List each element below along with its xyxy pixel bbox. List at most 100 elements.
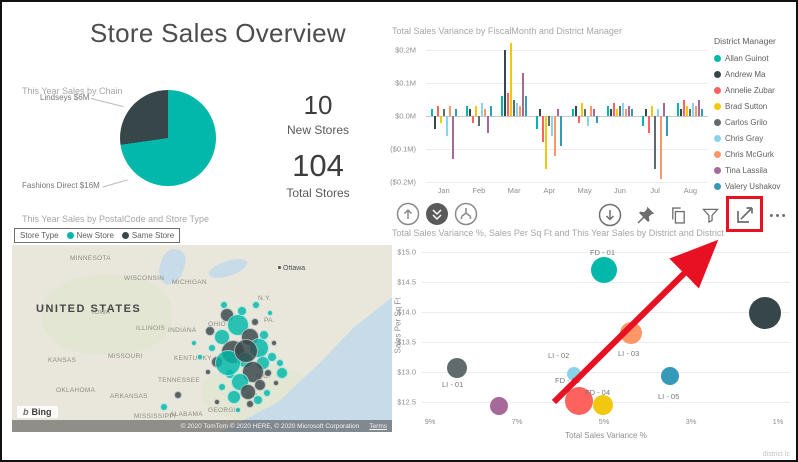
bar-annelie-zubar-apr[interactable]: [542, 116, 545, 143]
kpi-new-stores[interactable]: 10 New Stores: [268, 90, 368, 137]
bar-carlos-grilo-feb[interactable]: [477, 116, 480, 126]
bar-chris-gray-feb[interactable]: [480, 102, 483, 116]
kpi-total-stores[interactable]: 104 Total Stores: [268, 148, 368, 200]
bar-allan-guinot-jul[interactable]: [642, 116, 644, 126]
scatter-bubble-li-01[interactable]: [447, 358, 467, 378]
pie-chart[interactable]: [120, 90, 216, 186]
bar-tina-lassila-aug[interactable]: [698, 99, 701, 116]
scatter-bubble-fd-04[interactable]: [593, 395, 613, 415]
bar-tina-lassila-mar[interactable]: [522, 73, 524, 116]
drill-down-icon[interactable]: [425, 202, 449, 226]
bing-logo[interactable]: b Bing: [17, 406, 58, 418]
map-bubble-new-store[interactable]: [267, 310, 273, 316]
bar-chart-plot[interactable]: [426, 43, 708, 183]
scatter-plot[interactable]: FD - 01 LI - 03 LI - 02 LI - 01 FD - 03 FD - …: [422, 246, 790, 418]
map-bubble-same-store[interactable]: [240, 384, 256, 400]
map-bubble-new-store[interactable]: [259, 330, 269, 340]
bar-allan-guinot-may[interactable]: [571, 109, 574, 116]
bar-chris-gray-jul[interactable]: [657, 109, 659, 116]
bar-valery-ushakov-apr[interactable]: [560, 116, 563, 146]
focus-mode-icon[interactable]: [733, 203, 757, 227]
map-bubble-new-store[interactable]: [252, 301, 260, 309]
bar-allan-guinot-jun[interactable]: [606, 106, 609, 116]
bar-chris-mcgurk-jan[interactable]: [448, 106, 451, 116]
bar-carlos-grilo-jan[interactable]: [442, 109, 445, 116]
map-bubble-new-store[interactable]: [253, 395, 263, 405]
map-bubble-same-store[interactable]: [205, 326, 215, 336]
scatter-bubble-li-04[interactable]: [490, 397, 508, 415]
bar-annelie-zubar-feb[interactable]: [471, 116, 474, 123]
map-bubble-new-store[interactable]: [160, 403, 168, 411]
scatter-bubble-li-03[interactable]: [620, 322, 642, 344]
bar-allan-guinot-aug[interactable]: [677, 102, 680, 116]
map-bubble-new-store[interactable]: [263, 389, 271, 397]
map-bubble-same-store[interactable]: [246, 400, 254, 408]
map-bubble-new-store[interactable]: [220, 301, 228, 309]
bar-tina-lassila-jul[interactable]: [663, 102, 665, 116]
bar-valery-ushakov-may[interactable]: [595, 116, 598, 123]
bar-chris-mcgurk-apr[interactable]: [554, 116, 557, 156]
bar-carlos-grilo-jul[interactable]: [654, 116, 656, 169]
map-bubble-same-store[interactable]: [205, 369, 211, 375]
map-bubble-new-store[interactable]: [235, 407, 241, 413]
bar-chris-gray-jun[interactable]: [621, 102, 624, 116]
bar-annelie-zubar-mar[interactable]: [507, 92, 509, 116]
bar-valery-ushakov-mar[interactable]: [525, 96, 527, 116]
map-bubble-new-store[interactable]: [191, 340, 197, 346]
bar-chris-mcgurk-jun[interactable]: [624, 109, 627, 116]
show-next-level-icon[interactable]: [598, 203, 622, 227]
map-bubble-same-store[interactable]: [234, 339, 258, 363]
legend-item-allan-guinot[interactable]: Allan Guinot: [714, 50, 796, 66]
map-bubble-same-store[interactable]: [214, 399, 220, 405]
bar-annelie-zubar-jul[interactable]: [648, 116, 650, 133]
bar-allan-guinot-mar[interactable]: [501, 96, 503, 116]
bar-annelie-zubar-may[interactable]: [577, 116, 580, 123]
bar-valery-ushakov-jun[interactable]: [630, 109, 633, 116]
map-bubble-new-store[interactable]: [237, 306, 247, 316]
legend-item-valery-ushakov[interactable]: Valery Ushakov: [714, 178, 796, 194]
scatter-bubble-fd-02[interactable]: [749, 297, 781, 329]
map-bubble-new-store[interactable]: [208, 344, 216, 352]
scatter-bubble-li-05[interactable]: [661, 367, 679, 385]
terms-link[interactable]: Terms: [369, 422, 387, 430]
bar-allan-guinot-jan[interactable]: [430, 109, 433, 116]
map-bubble-new-store[interactable]: [227, 390, 241, 404]
bar-chris-gray-jan[interactable]: [445, 116, 448, 136]
bar-andrew-ma-mar[interactable]: [504, 50, 506, 116]
map-bubble-same-store[interactable]: [254, 379, 266, 391]
bar-chris-gray-mar[interactable]: [516, 102, 518, 116]
filter-icon[interactable]: [700, 205, 721, 226]
bar-brad-sutton-aug[interactable]: [686, 106, 689, 116]
bar-carlos-grilo-may[interactable]: [583, 109, 586, 116]
bar-allan-guinot-feb[interactable]: [465, 106, 468, 116]
legend-item-chris-gray[interactable]: Chris Gray: [714, 130, 796, 146]
map-bubble-new-store[interactable]: [197, 354, 203, 360]
bar-andrew-ma-apr[interactable]: [539, 109, 542, 116]
bar-tina-lassila-may[interactable]: [592, 109, 595, 116]
bar-chris-gray-apr[interactable]: [551, 116, 554, 136]
legend-item-tina-lassila[interactable]: Tina Lassila: [714, 162, 796, 178]
map-legend-item-same-store[interactable]: Same Store: [121, 231, 174, 240]
map-bubble-new-store[interactable]: [276, 367, 288, 379]
map-legend-item-new-store[interactable]: New Store: [66, 231, 114, 240]
bar-brad-sutton-jun[interactable]: [615, 109, 618, 116]
bar-chris-mcgurk-may[interactable]: [589, 106, 592, 116]
bar-annelie-zubar-jan[interactable]: [436, 106, 439, 116]
bar-annelie-zubar-aug[interactable]: [683, 99, 686, 116]
pin-icon[interactable]: [635, 205, 656, 226]
bar-andrew-ma-aug[interactable]: [680, 109, 683, 116]
map-bubble-same-store[interactable]: [251, 318, 259, 326]
map-bubble-new-store[interactable]: [267, 352, 277, 362]
bar-chris-gray-may[interactable]: [586, 116, 589, 126]
bar-valery-ushakov-aug[interactable]: [701, 109, 704, 116]
bar-carlos-grilo-mar[interactable]: [513, 99, 515, 116]
more-options-icon[interactable]: [767, 205, 788, 226]
bar-andrew-ma-jun[interactable]: [609, 109, 612, 116]
bar-chris-mcgurk-mar[interactable]: [519, 106, 521, 116]
bar-tina-lassila-feb[interactable]: [486, 116, 489, 133]
legend-item-andrew-ma[interactable]: Andrew Ma: [714, 66, 796, 82]
bar-valery-ushakov-feb[interactable]: [489, 106, 492, 116]
bar-chris-gray-aug[interactable]: [692, 102, 695, 116]
copy-icon[interactable]: [668, 205, 689, 226]
legend-item-annelie-zubar[interactable]: Annelie Zubar: [714, 82, 796, 98]
